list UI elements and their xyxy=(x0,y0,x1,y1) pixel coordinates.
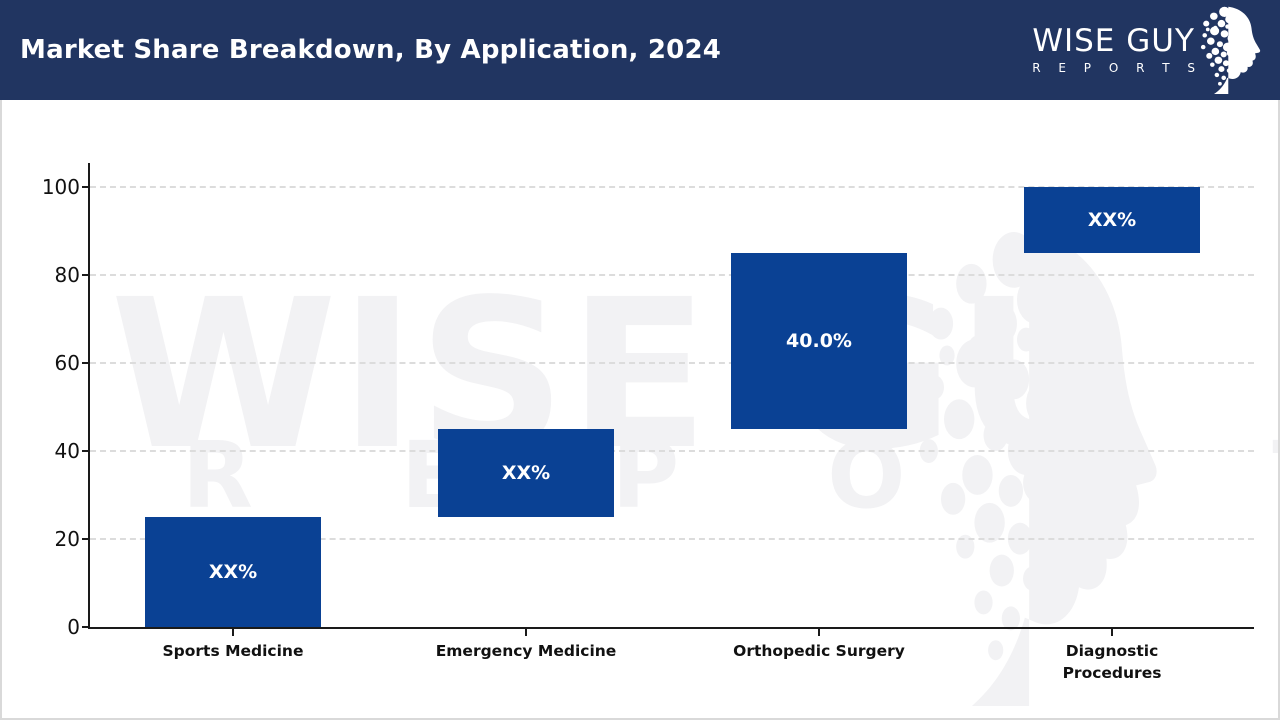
gridline xyxy=(90,450,1254,452)
x-category-label: Diagnostic Procedures xyxy=(1062,642,1162,682)
logo-wordmark: WISE GUY xyxy=(1032,23,1195,59)
bar-value-label: XX% xyxy=(208,560,258,583)
wiseguy-head-watermark-icon xyxy=(919,231,1157,706)
gridline xyxy=(90,186,1254,188)
bar-value-label: XX% xyxy=(501,461,551,484)
y-tick-label: 40 xyxy=(54,439,80,463)
y-tick-label: 80 xyxy=(54,263,80,287)
bar-segment: XX% xyxy=(145,517,321,627)
y-tick-mark xyxy=(82,626,90,628)
y-axis-line xyxy=(88,163,90,629)
gridline xyxy=(90,274,1254,276)
gridline xyxy=(90,538,1254,540)
y-tick-mark xyxy=(82,362,90,364)
y-tick-label: 0 xyxy=(67,615,80,639)
x-tick-mark xyxy=(232,629,234,636)
y-tick-label: 100 xyxy=(41,175,80,199)
bar-segment: 40.0% xyxy=(731,253,907,429)
logo-subtitle: R E P O R T S xyxy=(1032,61,1202,75)
y-tick-mark xyxy=(82,186,90,188)
bar-value-label: 40.0% xyxy=(786,329,852,352)
x-category-label: Sports Medicine xyxy=(162,642,304,660)
wiseguy-logo-text: WISE GUY R E P O R T S xyxy=(1025,23,1202,75)
y-tick-mark xyxy=(82,450,90,452)
y-tick-label: 20 xyxy=(54,527,80,551)
bar-segment: XX% xyxy=(438,429,614,517)
x-category-label: Orthopedic Surgery xyxy=(733,642,905,660)
x-category-label: Emergency Medicine xyxy=(435,642,617,660)
page-title: Market Share Breakdown, By Application, … xyxy=(20,35,722,65)
y-tick-label: 60 xyxy=(54,351,80,375)
bar-value-label: XX% xyxy=(1087,208,1137,231)
header-bar: Market Share Breakdown, By Application, … xyxy=(0,0,1280,100)
chart-area: WISE GU R E P O R T S 020406080100XX%XX%… xyxy=(0,100,1280,720)
x-tick-mark xyxy=(1111,629,1113,636)
wiseguy-logo: WISE GUY R E P O R T S xyxy=(1025,6,1264,94)
x-axis-line xyxy=(88,627,1254,629)
x-tick-mark xyxy=(818,629,820,636)
bar-segment: XX% xyxy=(1024,187,1200,253)
y-tick-mark xyxy=(82,538,90,540)
gridline xyxy=(90,362,1254,364)
x-tick-mark xyxy=(525,629,527,636)
watermark-text: WISE GU xyxy=(110,255,1126,495)
y-tick-mark xyxy=(82,274,90,276)
